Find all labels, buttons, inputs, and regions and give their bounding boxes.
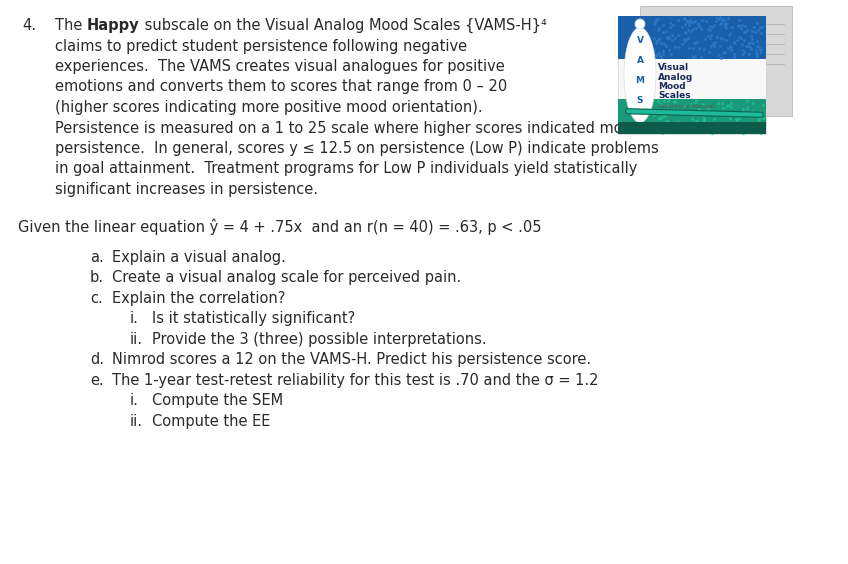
Text: subscale on the Visual Analog Mood Scales {VAMS-H}⁴: subscale on the Visual Analog Mood Scale… <box>140 18 546 33</box>
Bar <box>618 99 766 134</box>
Text: S: S <box>637 96 644 105</box>
Text: c.: c. <box>90 290 103 306</box>
Text: V: V <box>637 36 644 45</box>
Text: Compute the EE: Compute the EE <box>152 413 271 429</box>
Text: in goal attainment.  Treatment programs for Low P individuals yield statisticall: in goal attainment. Treatment programs f… <box>55 161 638 177</box>
Bar <box>640 6 792 116</box>
Text: Reference Manual: Reference Manual <box>658 104 715 109</box>
Text: Given the linear equation ŷ = 4 + .75x  and an r(n = 40) = .63, p < .05: Given the linear equation ŷ = 4 + .75x a… <box>18 219 542 235</box>
Text: i.: i. <box>130 393 139 408</box>
Text: A: A <box>637 56 644 65</box>
Text: Nimrod scores a 12 on the VAMS-H. Predict his persistence score.: Nimrod scores a 12 on the VAMS-H. Predic… <box>112 352 591 367</box>
Text: Explain a visual analog.: Explain a visual analog. <box>112 250 286 265</box>
Text: d.: d. <box>90 352 104 367</box>
Text: b.: b. <box>90 270 104 285</box>
Text: 4.: 4. <box>22 18 36 33</box>
Text: Scales: Scales <box>658 91 690 100</box>
Ellipse shape <box>635 121 645 131</box>
Text: Persistence is measured on a 1 to 25 scale where higher scores indicated more: Persistence is measured on a 1 to 25 sca… <box>55 121 638 135</box>
Text: Visual: Visual <box>658 63 689 72</box>
Text: i.: i. <box>130 311 139 326</box>
Text: Provide the 3 (three) possible interpretations.: Provide the 3 (three) possible interpret… <box>152 332 487 347</box>
Text: The 1-year test-retest reliability for this test is .70 and the σ = 1.2: The 1-year test-retest reliability for t… <box>112 373 599 387</box>
Text: significant increases in persistence.: significant increases in persistence. <box>55 182 318 197</box>
Text: experiences.  The VAMS creates visual analogues for positive: experiences. The VAMS creates visual ana… <box>55 59 505 74</box>
Text: ii.: ii. <box>130 413 143 429</box>
Text: Compute the SEM: Compute the SEM <box>152 393 283 408</box>
Text: Margaret Stern, PhD: Margaret Stern, PhD <box>658 111 714 116</box>
Text: Create a visual analog scale for perceived pain.: Create a visual analog scale for perceiv… <box>112 270 461 285</box>
Text: a.: a. <box>90 250 103 265</box>
Ellipse shape <box>635 19 645 29</box>
Text: ii.: ii. <box>130 332 143 347</box>
Text: Is it statistically significant?: Is it statistically significant? <box>152 311 355 326</box>
Text: persistence.  In general, scores y ≤ 12.5 on persistence (Low P) indicate proble: persistence. In general, scores y ≤ 12.5… <box>55 141 659 156</box>
Text: Happy: Happy <box>87 18 140 33</box>
Text: The: The <box>55 18 87 33</box>
Bar <box>618 122 766 134</box>
Bar <box>618 16 766 134</box>
Text: e.: e. <box>90 373 103 387</box>
Text: claims to predict student persistence following negative: claims to predict student persistence fo… <box>55 38 467 54</box>
Text: Analog: Analog <box>658 73 694 82</box>
Bar <box>618 16 766 59</box>
Text: M: M <box>635 76 644 85</box>
Text: Mood: Mood <box>658 82 686 91</box>
Text: (higher scores indicating more positive mood orientation).: (higher scores indicating more positive … <box>55 100 483 115</box>
Text: emotions and converts them to scores that range from 0 – 20: emotions and converts them to scores tha… <box>55 80 507 95</box>
Text: Explain the correlation?: Explain the correlation? <box>112 290 286 306</box>
Ellipse shape <box>624 28 656 122</box>
